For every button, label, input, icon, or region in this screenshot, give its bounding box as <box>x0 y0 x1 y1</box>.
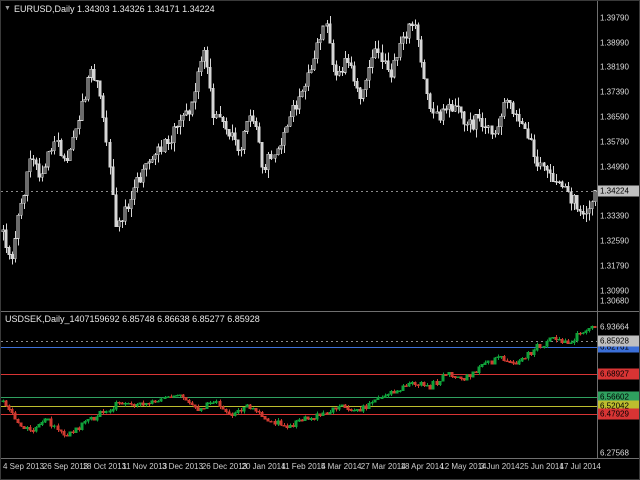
date-tick-label: 11 Feb 2014 <box>281 462 326 471</box>
date-tick-label: 12 May 2014 <box>440 462 487 471</box>
date-tick-label: 26 Sep 2013 <box>42 462 89 471</box>
hline-price-box: 6.47929 <box>598 408 639 420</box>
top-chart-symbol: EURUSD,Daily <box>14 4 75 14</box>
price-tick-label: 1.38190 <box>600 62 629 72</box>
date-tick-label: 3 Jun 2014 <box>480 462 520 471</box>
price-tick-label: 1.32590 <box>600 236 629 246</box>
date-tick-label: 4 Sep 2013 <box>3 462 44 471</box>
time-axis[interactable]: 4 Sep 2013 26 Sep 2013 18 Oct 2013 11 Nov 2… <box>1 459 639 479</box>
price-tick-label: 1.39790 <box>600 13 629 23</box>
price-tick-label: 1.37390 <box>600 87 629 97</box>
bottom-chart-ohlc: 6.85748 6.86638 6.85277 6.85928 <box>122 314 260 324</box>
date-tick-label: 18 Oct 2013 <box>82 462 127 471</box>
hline-price-box: 6.82761 <box>598 341 639 353</box>
time-axis-divider <box>1 458 639 459</box>
date-tick-label: 20 Jan 2014 <box>241 462 286 471</box>
price-axis[interactable]: 1.39790 1.38990 1.38190 1.37390 1.36590 1.357… <box>598 1 639 458</box>
price-tick-label: 1.30990 <box>600 286 629 296</box>
bottom-chart-symbol: USDSEK,Daily_1407159692 <box>5 314 120 324</box>
bottom-chart-title: USDSEK,Daily_1407159692 6.85748 6.86638 … <box>5 314 260 324</box>
price-axis-divider <box>597 1 598 458</box>
price-tick-label: 1.34990 <box>600 162 629 172</box>
date-tick-label: 5 Mar 2014 <box>321 462 362 471</box>
price-tick-label: 1.31790 <box>600 261 629 271</box>
hline-price-box: 6.52042 <box>598 400 639 412</box>
top-chart-title: EURUSD,Daily 1.34303 1.34326 1.34171 1.3… <box>14 4 215 14</box>
date-tick-label: 25 Jun 2014 <box>519 462 564 471</box>
date-tick-label: 26 Dec 2013 <box>201 462 248 471</box>
current-price-box: 6.85928 <box>598 335 639 347</box>
hline-price-box: 6.56602 <box>598 391 639 403</box>
usdsek-chart-surface[interactable] <box>1 312 597 458</box>
price-tick-label: 1.38990 <box>600 38 629 48</box>
price-tick-label: 1.36590 <box>600 112 629 122</box>
date-tick-label: 17 Jul 2014 <box>559 462 601 471</box>
price-tick-label: 6.27568 <box>600 448 629 458</box>
date-tick-label: 27 Mar 2014 <box>360 462 406 471</box>
current-price-box: 1.34224 <box>598 185 639 197</box>
chart-shift-icon[interactable]: ▼ <box>4 5 11 12</box>
price-tick-label: 1.35790 <box>600 137 629 147</box>
price-tick-label: 1.33390 <box>600 211 629 221</box>
date-tick-label: 3 Dec 2013 <box>162 462 203 471</box>
date-tick-label: 11 Nov 2013 <box>122 462 168 471</box>
top-chart-ohlc: 1.34303 1.34326 1.34171 1.34224 <box>77 4 215 14</box>
hline-price-box: 6.68927 <box>598 368 639 380</box>
panel-divider[interactable] <box>1 311 639 312</box>
date-tick-label: 18 Apr 2014 <box>400 462 444 471</box>
price-tick-label: 1.30680 <box>600 296 629 306</box>
price-tick-label: 6.93664 <box>600 322 629 332</box>
eurusd-chart-surface[interactable] <box>1 1 597 311</box>
